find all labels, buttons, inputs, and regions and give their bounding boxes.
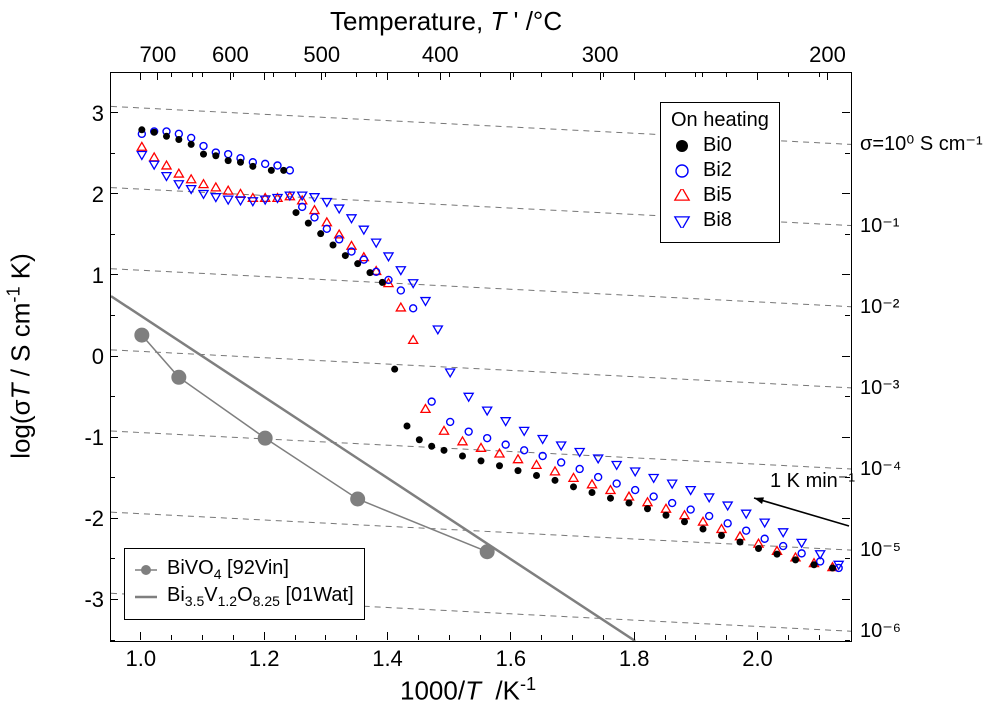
legend-label: Bi3.5V1.2O8.25 [01Wat] — [167, 584, 354, 609]
legend-label: BiVO4 [92Vin] — [167, 557, 289, 582]
arrhenius-figure: 1000/T /K-1 log(σT / S cm-1 K) Temperatu… — [0, 0, 984, 724]
right-sigma-label: 10⁻⁵ — [860, 537, 901, 562]
x-top-tick: 700 — [136, 42, 180, 68]
x-top-tick: 200 — [805, 42, 849, 68]
y-left-tick: -3 — [70, 587, 104, 613]
x-bottom-tick: 1.8 — [614, 646, 654, 672]
x-bottom-tick: 1.4 — [368, 646, 408, 672]
x-top-tick: 500 — [300, 42, 344, 68]
heating-rate-annotation: 1 K min⁻¹ — [770, 468, 855, 493]
x-bottom-tick: 1.0 — [121, 646, 161, 672]
y-left-tick: 0 — [70, 344, 104, 370]
legend-item: Bi3.5V1.2O8.25 [01Wat] — [135, 584, 354, 609]
legend-marker-icon — [135, 563, 157, 577]
right-sigma-label: 10⁻⁶ — [860, 618, 901, 643]
y-left-tick: 1 — [70, 263, 104, 289]
x-top-tick: 300 — [578, 42, 622, 68]
legend-references: BiVO4 [92Vin]Bi3.5V1.2O8.25 [01Wat] — [124, 548, 365, 620]
legend-title: On heating — [671, 109, 769, 132]
legend-marker-icon — [671, 139, 693, 153]
legend-item: Bi5 — [671, 184, 769, 207]
right-sigma-label: 10⁻² — [860, 294, 899, 319]
y-left-tick: 3 — [70, 101, 104, 127]
legend-item: Bi0 — [671, 134, 769, 157]
x-axis-bottom-title: 1000/T /K-1 — [400, 674, 536, 707]
legend-item: Bi8 — [671, 209, 769, 232]
legend-marker-icon — [671, 164, 693, 178]
y-left-tick: -1 — [70, 425, 104, 451]
legend-label: Bi0 — [703, 134, 732, 157]
right-sigma-label: 10⁻³ — [860, 375, 899, 400]
legend-item: Bi2 — [671, 159, 769, 182]
legend-label: Bi8 — [703, 209, 732, 232]
y-left-tick: -2 — [70, 506, 104, 532]
legend-marker-icon — [671, 214, 693, 228]
x-bottom-tick: 2.0 — [738, 646, 778, 672]
right-sigma-label: σ=10⁰ S cm⁻¹ — [860, 131, 983, 156]
legend-marker-icon — [135, 590, 157, 604]
x-top-tick: 600 — [208, 42, 252, 68]
y-left-tick: 2 — [70, 182, 104, 208]
x-bottom-tick: 1.2 — [244, 646, 284, 672]
right-sigma-label: 10⁻⁴ — [860, 456, 901, 481]
legend-marker-icon — [671, 189, 693, 203]
x-top-tick: 400 — [418, 42, 462, 68]
right-sigma-label: 10⁻¹ — [860, 213, 899, 238]
legend-label: Bi5 — [703, 184, 732, 207]
x-bottom-tick: 1.6 — [491, 646, 531, 672]
x-axis-top-title: Temperature, T ' /°C — [330, 6, 562, 37]
legend-label: Bi2 — [703, 159, 732, 182]
y-axis-left-title: log(σT / S cm-1 K) — [4, 253, 37, 459]
legend-series: On heatingBi0Bi2Bi5Bi8 — [660, 102, 780, 243]
legend-item: BiVO4 [92Vin] — [135, 557, 354, 582]
